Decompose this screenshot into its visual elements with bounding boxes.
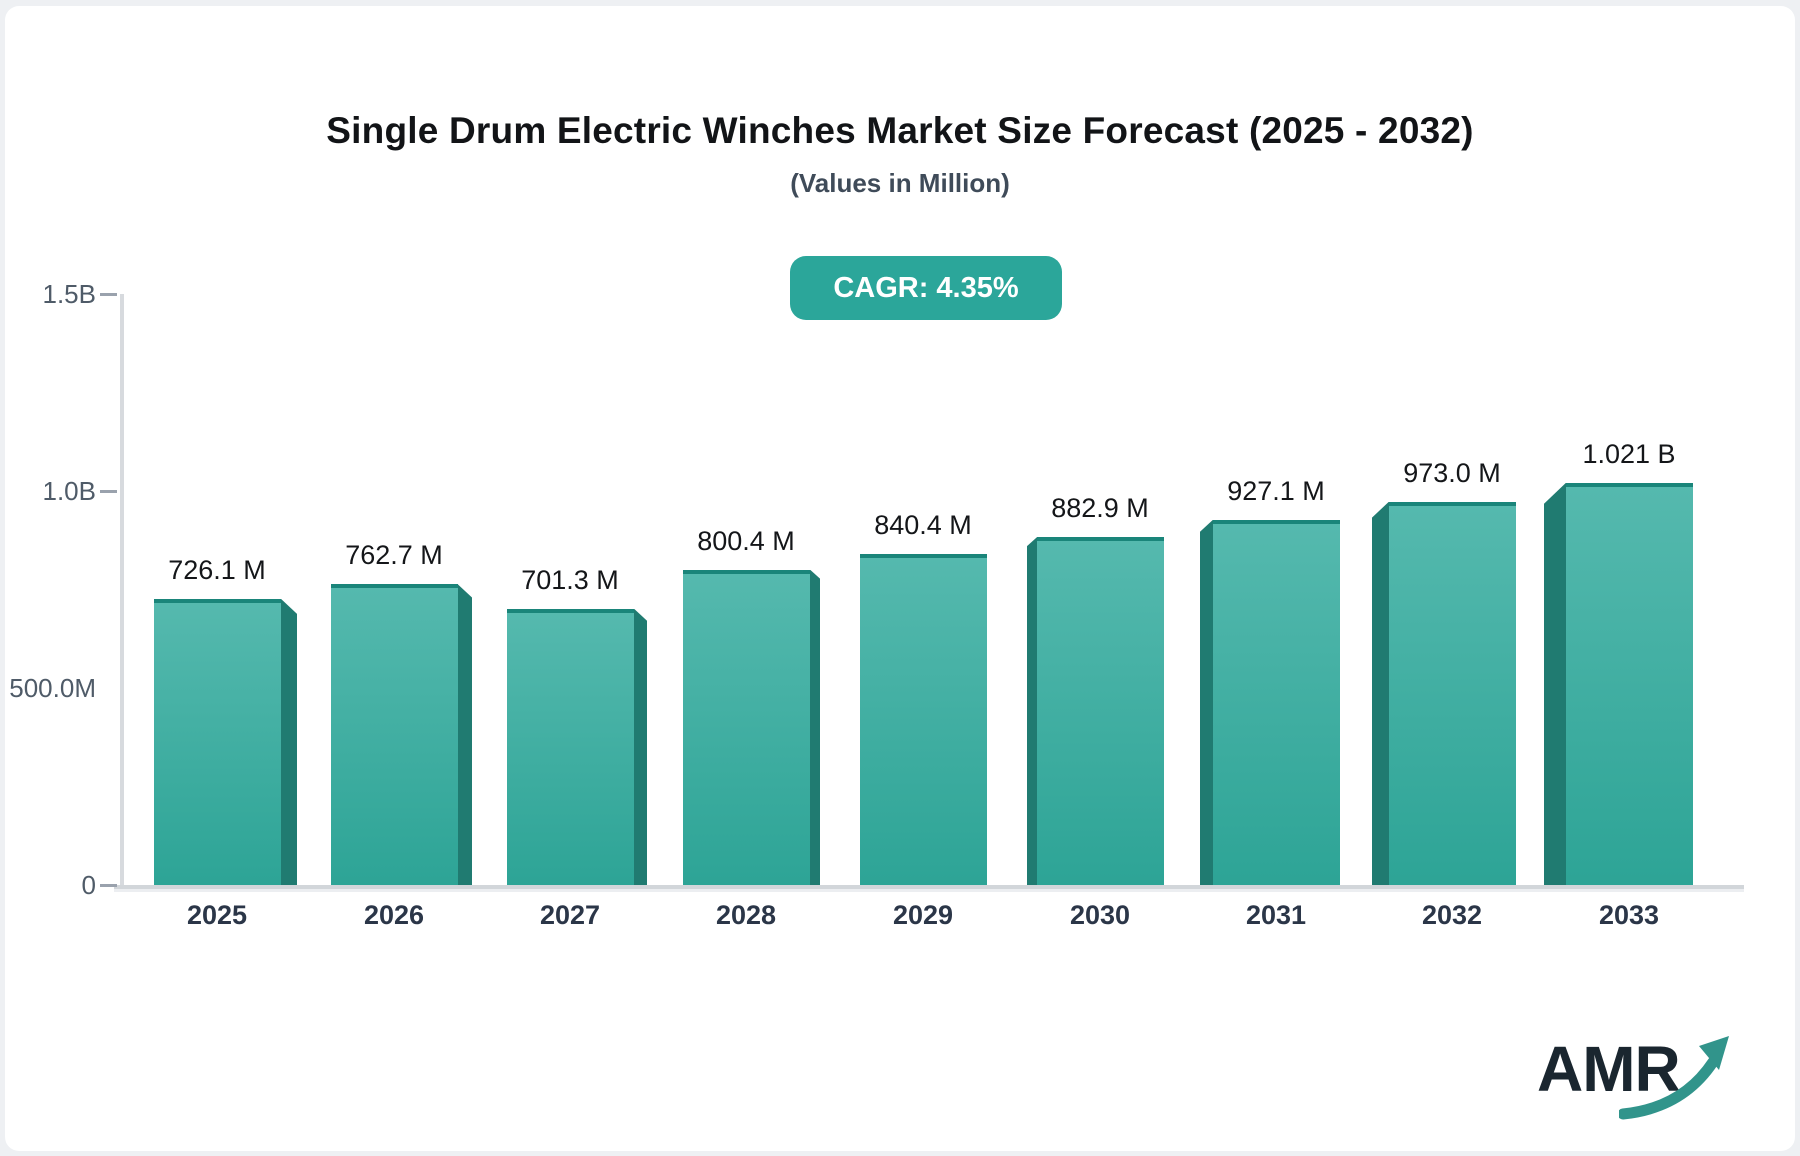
- y-tick-label-0: 0: [81, 870, 96, 900]
- bar-value-label-2030: 882.9 M: [1051, 493, 1149, 524]
- x-axis-label-2030: 2030: [1069, 900, 1131, 930]
- chart-title: Single Drum Electric Winches Market Size…: [326, 110, 1474, 151]
- y-axis-line: [120, 294, 124, 886]
- bar-2027: [507, 608, 634, 885]
- chart-subtitle: (Values in Million): [790, 168, 1010, 198]
- x-axis-label-2032: 2032: [1421, 900, 1483, 930]
- bar-2025: [154, 598, 281, 885]
- x-axis-label-2033: 2033: [1598, 900, 1660, 930]
- bar-value-label-2032: 973.0 M: [1403, 457, 1501, 488]
- y-tick-label-1.5B: 1.5B: [42, 279, 97, 309]
- bar-value-label-2028: 800.4 M: [697, 525, 795, 556]
- amr-logo: AMR: [1537, 1032, 1767, 1132]
- bar-value-label-2026: 762.7 M: [345, 540, 443, 571]
- y-tick-label-500.0M: 500.0M: [9, 673, 96, 703]
- x-axis-label-2028: 2028: [715, 900, 777, 930]
- bar-value-label-2029: 840.4 M: [874, 509, 972, 540]
- bar-side-2031: [1200, 519, 1213, 885]
- bar-value-label-2031: 927.1 M: [1227, 475, 1325, 506]
- y-tick-dash: [100, 293, 117, 296]
- cagr-badge-label: CAGR: 4.35%: [833, 271, 1019, 304]
- x-axis-label-2025: 2025: [186, 900, 248, 930]
- bar-side-2027: [634, 608, 647, 885]
- cagr-badge: CAGR: 4.35%: [790, 256, 1062, 320]
- bar-side-2025: [281, 598, 297, 885]
- bar-2032: [1389, 501, 1516, 885]
- growth-arrow-icon: [1619, 1036, 1729, 1120]
- x-axis-label-2026: 2026: [363, 900, 425, 930]
- amr-logo-text: AMR: [1537, 1033, 1681, 1105]
- bar-value-label-2025: 726.1 M: [168, 554, 266, 585]
- bar-2029: [860, 553, 987, 885]
- bar-side-2028: [810, 569, 820, 885]
- y-tick-dash: [100, 884, 117, 887]
- bar-2030: [1037, 537, 1164, 885]
- x-axis-label-2029: 2029: [892, 900, 954, 930]
- bar-side-2032: [1372, 501, 1389, 885]
- bar-2026: [331, 584, 458, 885]
- x-axis-label-2031: 2031: [1245, 900, 1307, 930]
- y-tick-dash: [100, 490, 117, 493]
- bar-value-label-2033: 1.021 B: [1582, 438, 1676, 469]
- x-axis-label-2027: 2027: [539, 900, 601, 930]
- bar-side-2026: [458, 584, 472, 885]
- y-tick-label-1.0B: 1.0B: [42, 476, 97, 506]
- bar-2028: [683, 569, 810, 885]
- bar-side-2033: [1544, 482, 1566, 885]
- bar-2031: [1213, 519, 1340, 885]
- bar-2033: [1566, 482, 1693, 885]
- bar-value-label-2027: 701.3 M: [521, 564, 619, 595]
- x-axis-line: [114, 885, 1744, 889]
- bar-side-2030: [1027, 537, 1037, 885]
